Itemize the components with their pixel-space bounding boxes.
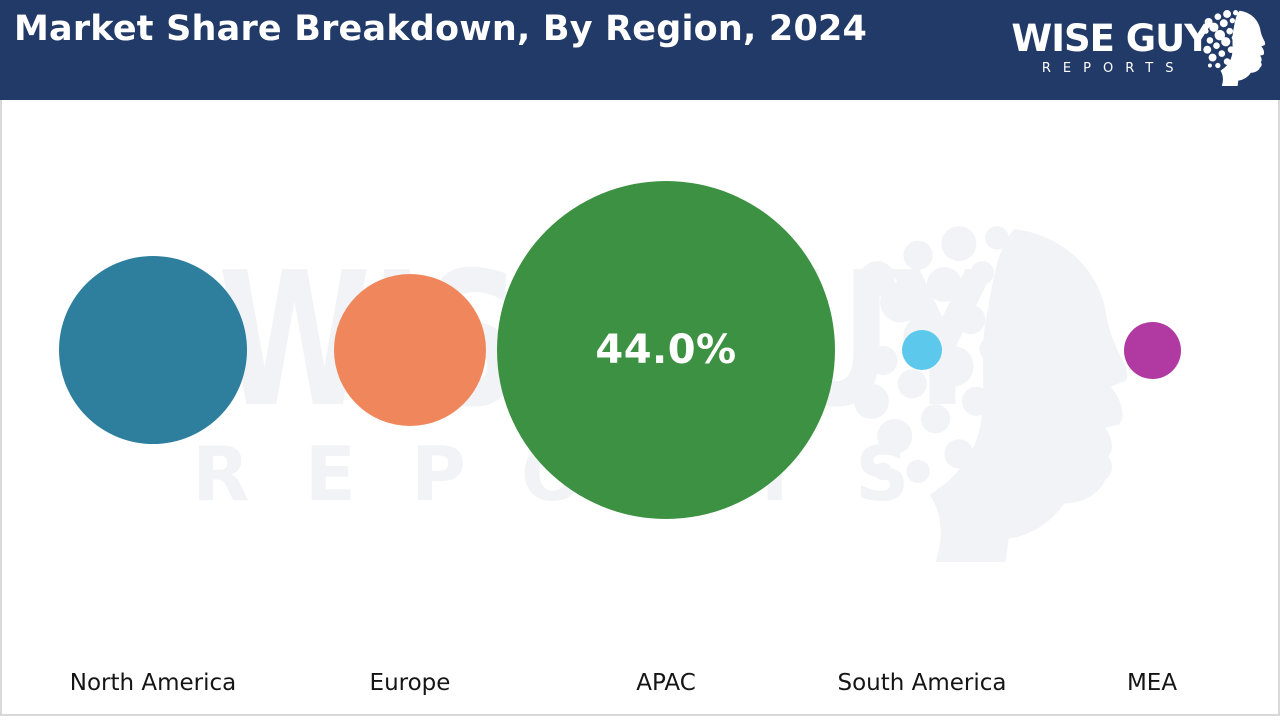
category-label-apac: APAC: [636, 670, 696, 696]
bubble-south-america: [902, 330, 942, 370]
bubble-value-label-apac: 44.0%: [595, 327, 737, 373]
logo-text: WISE GUY REPORTS: [1011, 17, 1211, 76]
bubble-europe: [334, 274, 486, 426]
bubble-apac: 44.0%: [497, 181, 835, 519]
logo-head-icon: [1203, 10, 1266, 86]
bubble-mea: [1123, 321, 1181, 379]
category-label-north-america: North America: [69, 670, 237, 696]
page-title: Market Share Breakdown, By Region, 2024: [14, 9, 868, 49]
category-label-mea: MEA: [1126, 670, 1178, 696]
logo-subtitle: REPORTS: [1041, 61, 1186, 76]
bubble-north-america: [59, 256, 247, 444]
category-label-south-america: South America: [837, 670, 1007, 696]
header-bar: Market Share Breakdown, By Region, 2024 …: [0, 0, 1280, 100]
logo-wordmark: WISE GUY: [1011, 17, 1211, 60]
category-label-europe: Europe: [369, 670, 451, 696]
watermark-head-icon: [853, 226, 1128, 562]
wise-guy-logo: WISE GUY REPORTS: [1011, 10, 1268, 86]
